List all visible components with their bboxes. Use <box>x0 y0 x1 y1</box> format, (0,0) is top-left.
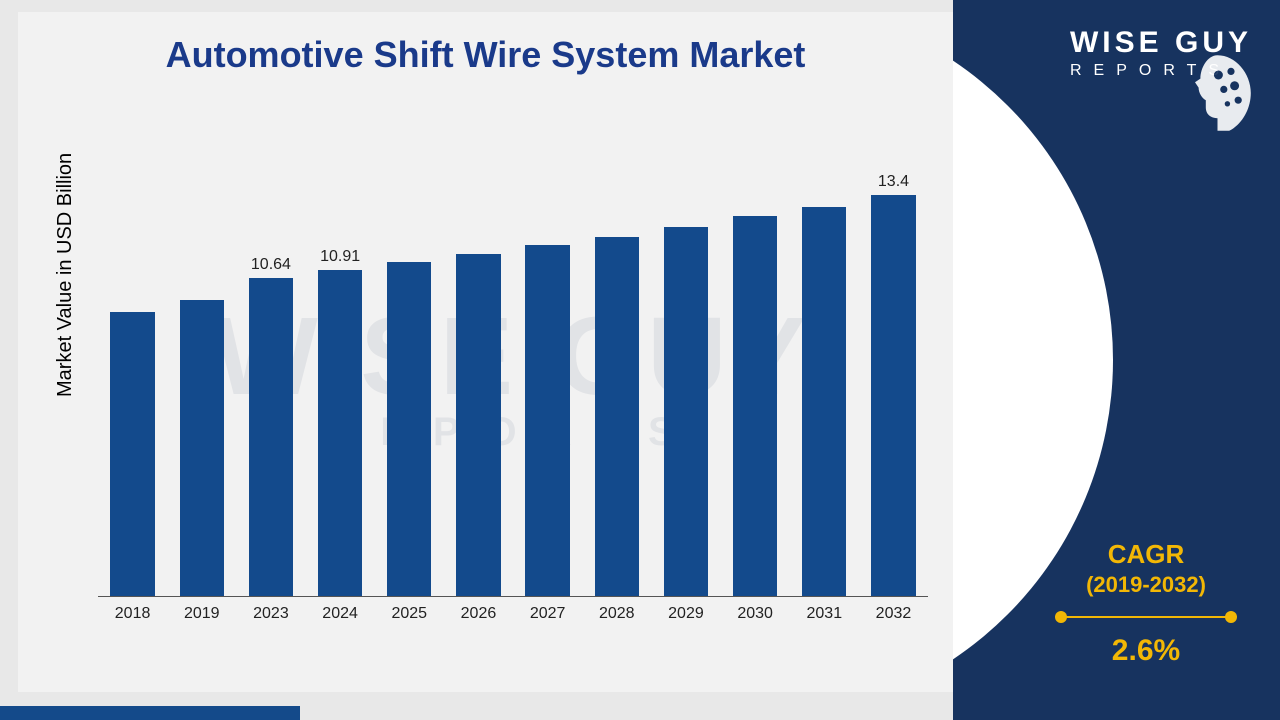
x-axis-baseline <box>98 596 928 597</box>
bar-value-label: 10.64 <box>251 256 291 274</box>
x-tick-label: 2032 <box>876 605 912 623</box>
bar <box>525 245 569 597</box>
bar <box>110 312 154 597</box>
cagr-block: CAGR (2019-2032) 2.6% <box>1046 539 1246 668</box>
bar-slot: 2025 <box>375 177 444 597</box>
x-tick-label: 2023 <box>253 605 289 623</box>
plot-area: 2018201910.64202310.91202420252026202720… <box>98 177 928 597</box>
brain-head-icon <box>1168 48 1258 138</box>
bar-slot: 2027 <box>513 177 582 597</box>
x-tick-label: 2029 <box>668 605 704 623</box>
x-tick-label: 2019 <box>184 605 220 623</box>
x-tick-label: 2027 <box>530 605 566 623</box>
chart-panel: Automotive Shift Wire System Market WISE… <box>18 12 953 692</box>
bar-slot: 10.912024 <box>306 177 375 597</box>
cagr-dot-right <box>1225 611 1237 623</box>
bottom-accent-strip <box>0 706 300 720</box>
bar <box>664 227 708 597</box>
x-tick-label: 2028 <box>599 605 635 623</box>
cagr-value: 2.6% <box>1046 634 1246 668</box>
bar-slot: 2028 <box>582 177 651 597</box>
x-tick-label: 2026 <box>461 605 497 623</box>
x-tick-label: 2024 <box>322 605 358 623</box>
cagr-dot-left <box>1055 611 1067 623</box>
bar <box>733 216 777 597</box>
bar-slot: 2029 <box>651 177 720 597</box>
bar: 10.91 <box>318 270 362 597</box>
bar-slot: 13.42032 <box>859 177 928 597</box>
cagr-divider-line <box>1061 616 1231 618</box>
bar-slot: 2019 <box>167 177 236 597</box>
bar-value-label: 13.4 <box>878 173 909 191</box>
cagr-title: CAGR <box>1046 539 1246 570</box>
bar <box>180 300 224 597</box>
right-panel: WISE GUY REPORTS CAGR (2019-2032) 2.6% <box>953 0 1280 720</box>
cagr-period: (2019-2032) <box>1046 572 1246 598</box>
bar-slot: 2026 <box>444 177 513 597</box>
chart-title: Automotive Shift Wire System Market <box>18 12 953 82</box>
bar <box>387 262 431 597</box>
x-tick-label: 2031 <box>807 605 843 623</box>
bars-container: 2018201910.64202310.91202420252026202720… <box>98 177 928 597</box>
bar-slot: 2030 <box>721 177 790 597</box>
bar: 13.4 <box>871 195 915 597</box>
x-tick-label: 2018 <box>115 605 151 623</box>
bar-value-label: 10.91 <box>320 248 360 266</box>
bar-slot: 10.642023 <box>236 177 305 597</box>
bar: 10.64 <box>249 278 293 597</box>
y-axis-label: Market Value in USD Billion <box>54 153 77 397</box>
bar-slot: 2031 <box>790 177 859 597</box>
x-tick-label: 2030 <box>737 605 773 623</box>
bar <box>802 207 846 597</box>
brand-logo: WISE GUY REPORTS <box>1070 26 1252 80</box>
bar <box>456 254 500 598</box>
bar-slot: 2018 <box>98 177 167 597</box>
bar <box>595 237 639 597</box>
x-tick-label: 2025 <box>391 605 427 623</box>
